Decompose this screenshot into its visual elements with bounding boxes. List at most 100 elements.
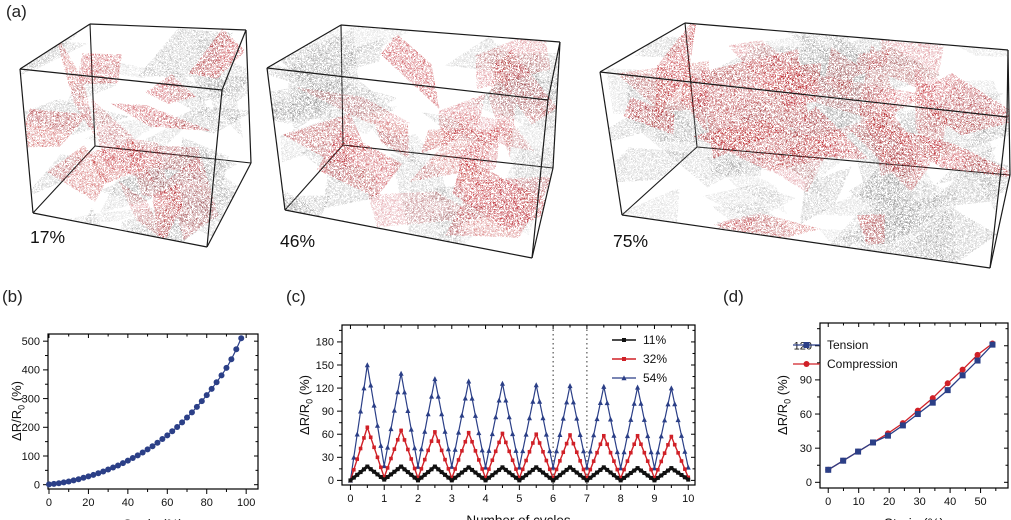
data-point-marker xyxy=(60,479,67,486)
data-point-marker xyxy=(476,430,482,436)
data-point-marker xyxy=(375,455,380,460)
data-point-marker xyxy=(453,467,457,471)
data-point-marker xyxy=(503,397,509,403)
data-point-marker xyxy=(541,449,545,454)
data-point-marker xyxy=(659,459,664,464)
nanosheet xyxy=(799,166,852,225)
box-edge xyxy=(221,29,247,91)
data-point-marker xyxy=(358,446,363,451)
box-edge xyxy=(547,41,561,101)
data-point-marker xyxy=(615,467,620,472)
data-point-marker xyxy=(401,389,408,395)
data-point-marker xyxy=(510,473,515,478)
data-point-marker xyxy=(578,473,583,478)
nanosheet xyxy=(600,147,690,184)
strain-label-75: 75% xyxy=(613,231,649,251)
data-point-marker xyxy=(486,447,492,453)
nanosheet xyxy=(858,119,1010,180)
data-point-marker xyxy=(456,473,461,478)
data-point-marker xyxy=(587,448,593,454)
data-point-marker xyxy=(419,467,424,471)
nanosheet xyxy=(110,103,212,131)
data-point-marker xyxy=(533,382,539,388)
y-tick-label: 90 xyxy=(800,375,812,387)
data-point-marker xyxy=(605,442,609,447)
data-point-marker xyxy=(198,398,205,405)
x-tick-label: 60 xyxy=(161,497,173,509)
data-point-marker xyxy=(368,467,373,472)
y-tick-label: 90 xyxy=(322,406,334,418)
data-point-marker xyxy=(513,447,519,453)
data-point-marker xyxy=(581,475,586,480)
panel-c-y-axis-label: ΔR/R0 (%) xyxy=(297,350,315,460)
data-point-marker xyxy=(588,475,593,480)
data-point-marker xyxy=(989,341,996,348)
data-point-marker xyxy=(510,458,515,463)
data-point-marker xyxy=(526,415,533,421)
data-point-marker xyxy=(238,335,245,342)
data-point-marker xyxy=(477,458,481,462)
data-point-marker xyxy=(351,454,357,460)
data-point-marker xyxy=(179,419,186,426)
x-tick-label: 6 xyxy=(550,493,556,505)
box-edge xyxy=(206,89,223,248)
data-point-marker xyxy=(456,429,462,435)
data-point-marker xyxy=(665,468,670,473)
data-point-marker xyxy=(855,448,862,455)
data-point-marker xyxy=(459,470,464,475)
data-point-marker xyxy=(668,385,674,391)
data-point-marker xyxy=(419,475,424,480)
data-point-marker xyxy=(473,449,478,453)
box-edge xyxy=(599,71,623,216)
data-point-marker xyxy=(382,477,387,482)
data-point-marker xyxy=(233,346,240,353)
data-point-marker xyxy=(672,442,677,447)
data-point-marker xyxy=(524,458,528,463)
data-point-marker xyxy=(553,448,560,454)
data-point-marker xyxy=(625,459,630,463)
data-point-marker xyxy=(929,399,936,406)
data-point-marker xyxy=(884,432,891,439)
data-point-marker xyxy=(588,467,593,472)
data-point-marker xyxy=(493,449,498,454)
data-point-marker xyxy=(642,471,647,475)
y-tick-label: 0 xyxy=(806,477,812,489)
data-point-marker xyxy=(662,451,667,455)
data-point-marker xyxy=(547,467,552,472)
nanosheet xyxy=(654,23,698,122)
data-point-marker xyxy=(378,442,384,448)
data-point-marker xyxy=(591,432,597,438)
y-label-sub: 0 xyxy=(782,398,793,404)
data-point-marker xyxy=(493,414,499,420)
y-label-main: ΔR/R xyxy=(775,403,790,435)
data-point-marker xyxy=(591,473,596,478)
nanosheet xyxy=(166,155,219,240)
data-point-marker xyxy=(514,467,518,471)
panel-c-cycles-chart: 0 1 2 3 4 5 6 7 8 9 10 0 30 60 90 120 150 180 Number of cy… xyxy=(316,324,696,520)
x-tick-label: 0 xyxy=(825,496,831,508)
data-point-marker xyxy=(496,397,502,403)
data-point-marker xyxy=(364,362,370,368)
panel-b-y-axis-label: ΔR/R0 (%) xyxy=(9,356,27,466)
data-point-marker xyxy=(540,415,546,421)
data-point-marker xyxy=(504,440,508,445)
data-point-marker xyxy=(676,470,681,475)
data-point-marker xyxy=(649,475,654,480)
data-point-marker xyxy=(974,351,981,358)
y-tick-label: 30 xyxy=(322,452,334,464)
data-point-marker xyxy=(193,403,200,410)
data-point-marker xyxy=(124,457,131,464)
data-point-marker xyxy=(840,457,847,464)
legend: 11% 32% 54% xyxy=(612,333,667,385)
data-point-marker xyxy=(564,399,570,405)
y-tick-label: 60 xyxy=(322,429,334,441)
x-tick-label: 2 xyxy=(415,493,421,505)
data-point-marker xyxy=(453,475,458,480)
data-point-marker xyxy=(449,476,454,480)
data-point-marker xyxy=(149,443,156,450)
data-point-marker xyxy=(203,392,210,399)
strain-label-17: 17% xyxy=(30,227,66,247)
data-point-marker xyxy=(409,472,414,477)
box-edge xyxy=(19,68,223,91)
